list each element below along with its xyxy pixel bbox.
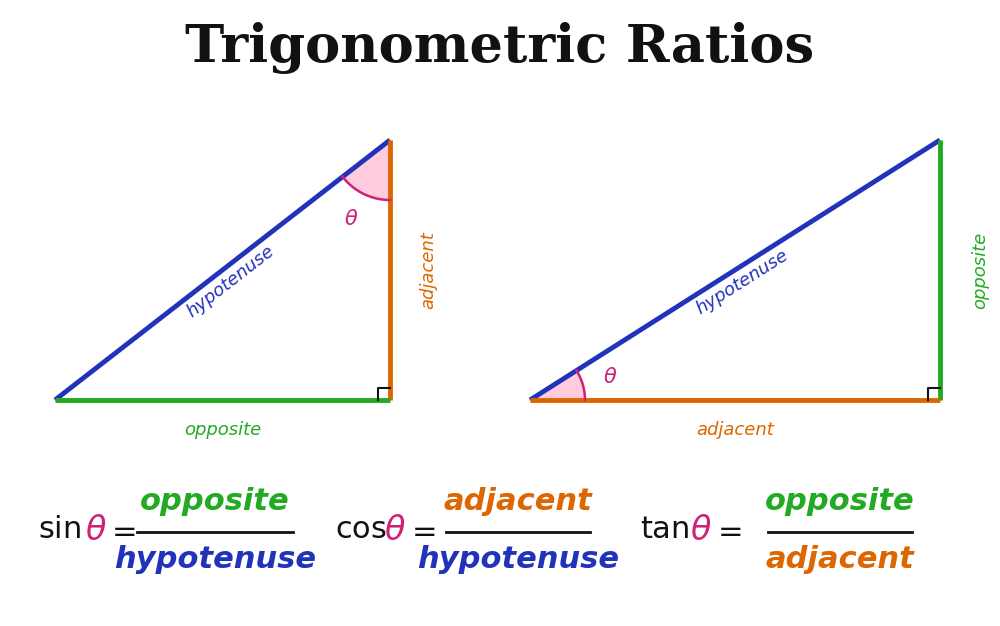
- Text: $=$: $=$: [712, 515, 742, 545]
- Text: $=$: $=$: [406, 515, 436, 545]
- Polygon shape: [343, 140, 390, 200]
- Text: $\theta$: $\theta$: [384, 513, 406, 546]
- Polygon shape: [530, 371, 585, 400]
- Text: opposite: opposite: [184, 421, 261, 439]
- Text: opposite: opposite: [140, 488, 290, 516]
- Text: $\theta$: $\theta$: [603, 367, 617, 387]
- Text: hypotenuse: hypotenuse: [114, 545, 316, 575]
- Text: Trigonometric Ratios: Trigonometric Ratios: [185, 22, 815, 74]
- Text: $\theta$: $\theta$: [344, 209, 358, 229]
- Text: opposite: opposite: [971, 232, 989, 309]
- Text: adjacent: adjacent: [444, 488, 592, 516]
- Text: opposite: opposite: [765, 488, 915, 516]
- Text: adjacent: adjacent: [696, 421, 774, 439]
- Text: hypotenuse: hypotenuse: [693, 246, 792, 318]
- Text: $=$: $=$: [106, 515, 136, 545]
- Text: $\mathrm{cos}$: $\mathrm{cos}$: [335, 515, 387, 545]
- Text: adjacent: adjacent: [766, 545, 914, 575]
- Text: adjacent: adjacent: [419, 231, 437, 309]
- Text: $\theta$: $\theta$: [85, 513, 107, 546]
- Text: $\theta$: $\theta$: [690, 513, 712, 546]
- Text: $\mathrm{tan}$: $\mathrm{tan}$: [640, 515, 689, 545]
- Text: $\mathrm{sin}$: $\mathrm{sin}$: [38, 515, 81, 545]
- Text: hypotenuse: hypotenuse: [417, 545, 619, 575]
- Text: hypotenuse: hypotenuse: [184, 242, 278, 321]
